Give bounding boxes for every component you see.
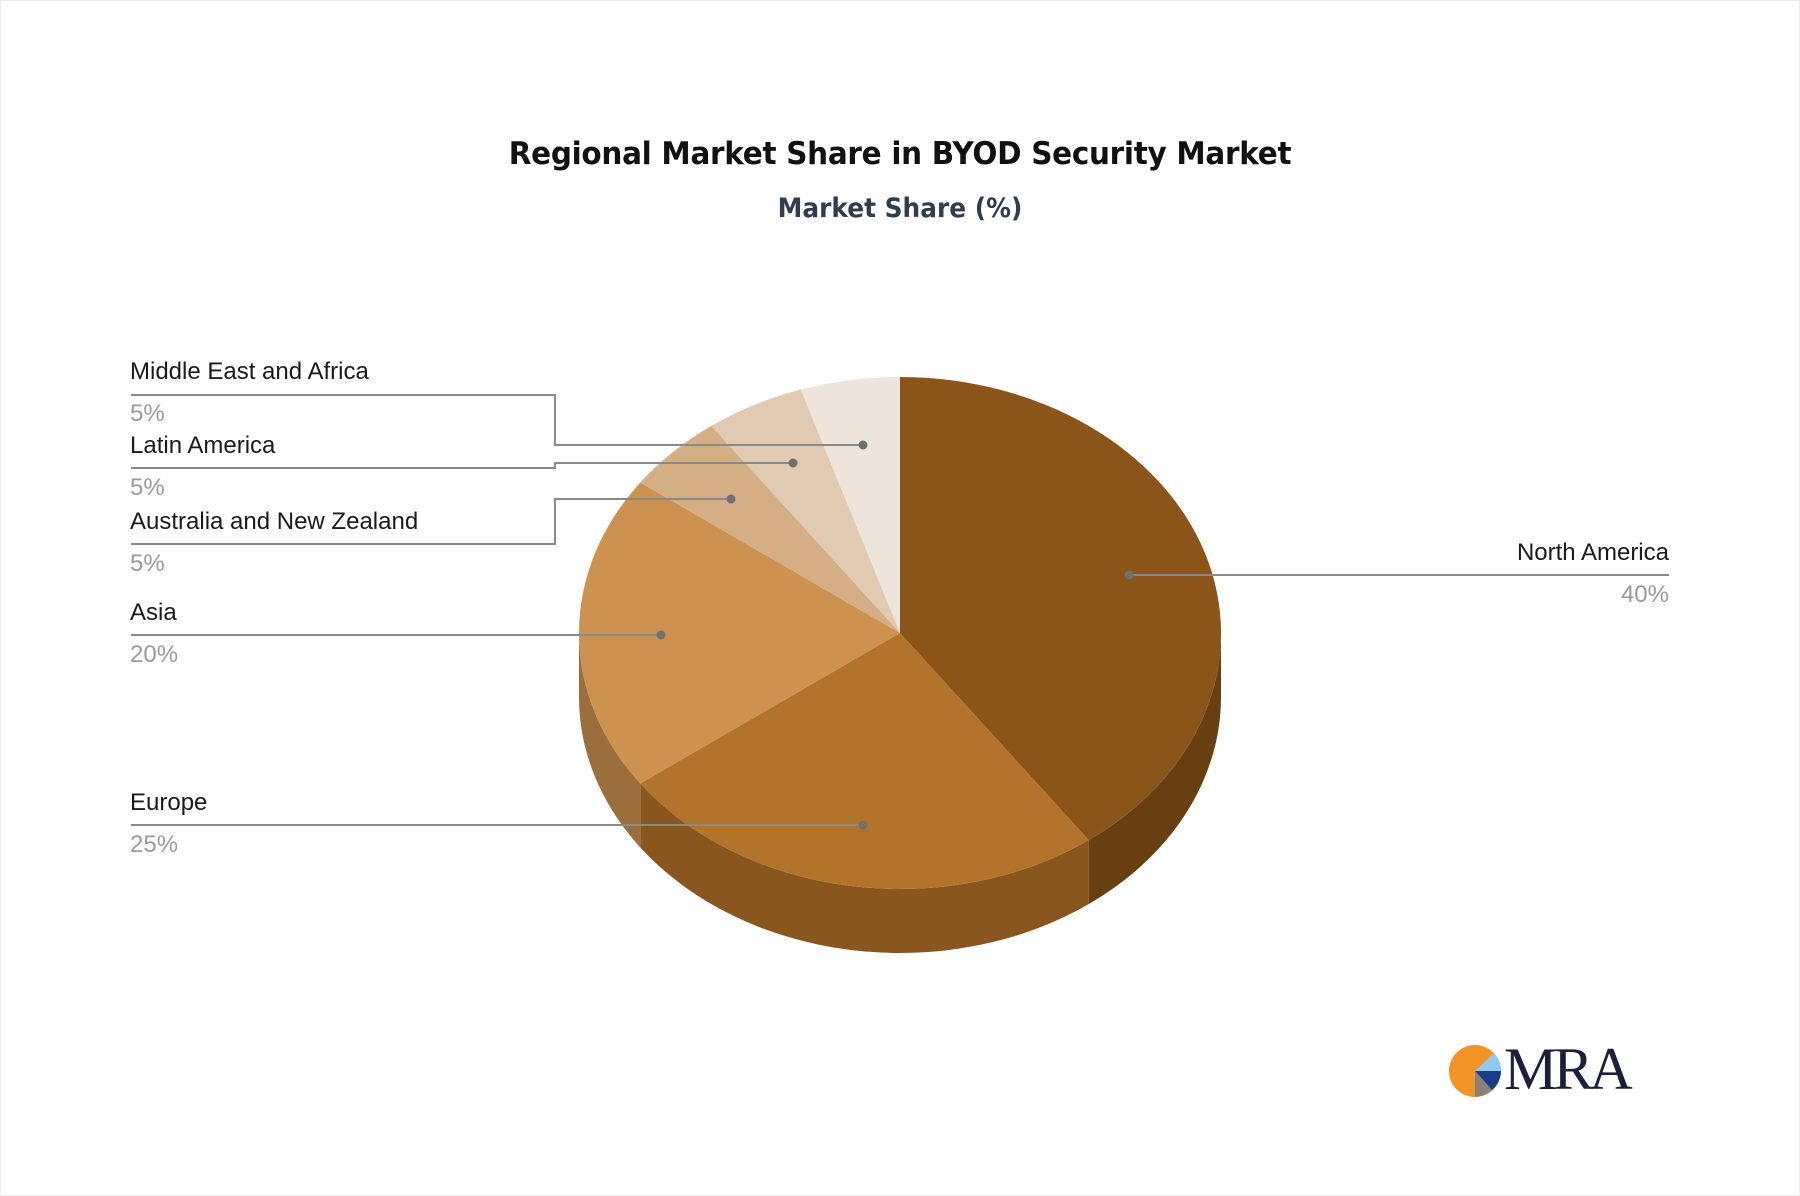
logo-text: MRA	[1504, 1036, 1633, 1102]
pct-north-america: 40%	[1620, 581, 1669, 608]
label-europe: Europe	[130, 789, 208, 816]
label-mea: Middle East and Africa	[130, 358, 369, 385]
callout-leader-lines	[131, 394, 1669, 826]
pct-mea: 5%	[130, 400, 165, 427]
pct-europe: 25%	[130, 831, 179, 858]
label-anz: Australia and New Zealand	[130, 508, 419, 535]
pct-anz: 5%	[130, 550, 165, 577]
leader-mea	[131, 394, 863, 446]
side-wall-europe	[640, 783, 1089, 953]
leader-anz	[131, 498, 731, 545]
side-wall-asia	[579, 633, 641, 848]
dot-latin-america	[788, 458, 798, 468]
leader-latin-america	[131, 462, 793, 469]
chart-title: Regional Market Share in BYOD Security M…	[508, 136, 1292, 172]
pct-asia: 20%	[130, 641, 179, 668]
side-wall-north-america	[1088, 633, 1221, 905]
dot-north-america	[1124, 570, 1134, 580]
slice-north-america[interactable]	[900, 377, 1222, 841]
slice-australia-and-new-zealand[interactable]	[640, 425, 900, 633]
dot-asia	[656, 630, 666, 640]
callout-anchor-dots	[656, 440, 1134, 830]
label-latin-america: Latin America	[130, 432, 276, 459]
mra-logo: MRA	[1448, 1039, 1648, 1099]
pct-latin-america: 5%	[130, 474, 165, 501]
dot-anz	[726, 494, 736, 504]
slice-latin-america[interactable]	[711, 389, 900, 633]
dot-mea	[858, 440, 868, 450]
dot-europe	[858, 820, 868, 830]
label-asia: Asia	[130, 599, 177, 626]
label-north-america: North America	[1516, 539, 1669, 566]
pie-top-faces	[579, 377, 1222, 889]
slice-middle-east-and-africa[interactable]	[800, 377, 900, 633]
pie-logo-icon	[1449, 1045, 1502, 1097]
slice-asia[interactable]	[579, 482, 900, 784]
pie-side-walls	[579, 633, 1221, 953]
chart-subtitle: Market Share (%)	[777, 193, 1023, 224]
